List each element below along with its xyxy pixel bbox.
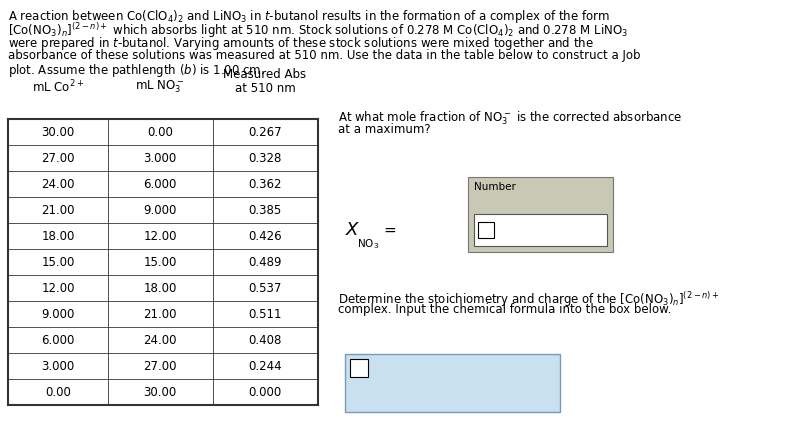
- Text: plot. Assume the pathlength ($b$) is 1.00 cm.: plot. Assume the pathlength ($b$) is 1.0…: [8, 62, 265, 79]
- Text: at 510 nm: at 510 nm: [235, 82, 296, 95]
- Text: 18.00: 18.00: [143, 282, 177, 295]
- Text: 12.00: 12.00: [41, 282, 74, 295]
- Text: $\mathit{X}$: $\mathit{X}$: [345, 221, 360, 239]
- Text: 18.00: 18.00: [42, 230, 74, 243]
- Text: 0.267: 0.267: [248, 126, 282, 139]
- Text: 6.000: 6.000: [143, 178, 177, 191]
- Text: 0.537: 0.537: [248, 282, 282, 295]
- Text: 12.00: 12.00: [143, 230, 177, 243]
- Text: At what mole fraction of NO$_3^-$ is the corrected absorbance: At what mole fraction of NO$_3^-$ is the…: [338, 110, 682, 127]
- Text: 27.00: 27.00: [143, 359, 177, 373]
- Text: =: =: [383, 222, 396, 237]
- FancyBboxPatch shape: [474, 215, 607, 246]
- Text: Number: Number: [474, 181, 516, 191]
- Text: 0.362: 0.362: [248, 178, 282, 191]
- Text: 21.00: 21.00: [41, 204, 74, 217]
- Text: 0.408: 0.408: [248, 334, 282, 347]
- Text: 6.000: 6.000: [42, 334, 74, 347]
- FancyBboxPatch shape: [468, 178, 613, 252]
- Text: 9.000: 9.000: [143, 204, 177, 217]
- Text: NO$_3$: NO$_3$: [357, 237, 379, 250]
- Text: 0.426: 0.426: [248, 230, 282, 243]
- Text: 3.000: 3.000: [143, 152, 177, 165]
- Text: 0.328: 0.328: [248, 152, 282, 165]
- Text: 30.00: 30.00: [42, 126, 74, 139]
- Text: 15.00: 15.00: [143, 256, 177, 269]
- Text: 0.385: 0.385: [248, 204, 282, 217]
- Text: 24.00: 24.00: [143, 334, 177, 347]
- Text: 15.00: 15.00: [42, 256, 74, 269]
- Text: 0.489: 0.489: [248, 256, 282, 269]
- Text: [Co(NO$_3$)$_n$]$^{(2-n)+}$ which absorbs light at 510 nm. Stock solutions of 0.: [Co(NO$_3$)$_n$]$^{(2-n)+}$ which absorb…: [8, 22, 628, 40]
- Text: 24.00: 24.00: [41, 178, 74, 191]
- Text: 0.244: 0.244: [248, 359, 282, 373]
- Text: Determine the stoichiometry and charge of the [Co(NO$_3$)$_n$]$^{(2-n)+}$: Determine the stoichiometry and charge o…: [338, 289, 719, 308]
- Text: were prepared in $t$-butanol. Varying amounts of these stock solutions were mixe: were prepared in $t$-butanol. Varying am…: [8, 35, 594, 52]
- Text: 0.000: 0.000: [248, 386, 282, 399]
- Text: 9.000: 9.000: [42, 308, 74, 321]
- Text: 21.00: 21.00: [143, 308, 177, 321]
- Text: mL NO$_3^-$: mL NO$_3^-$: [135, 78, 185, 95]
- Text: Measured Abs: Measured Abs: [223, 68, 307, 81]
- Text: 27.00: 27.00: [41, 152, 74, 165]
- FancyBboxPatch shape: [478, 222, 494, 239]
- Text: A reaction between Co(ClO$_4$)$_2$ and LiNO$_3$ in $t$-butanol results in the fo: A reaction between Co(ClO$_4$)$_2$ and L…: [8, 8, 610, 25]
- FancyBboxPatch shape: [345, 354, 560, 412]
- Text: absorbance of these solutions was measured at 510 nm. Use the data in the table : absorbance of these solutions was measur…: [8, 49, 641, 61]
- Text: 3.000: 3.000: [42, 359, 74, 373]
- FancyBboxPatch shape: [350, 359, 368, 377]
- Text: 0.00: 0.00: [147, 126, 173, 139]
- Text: mL Co$^{2+}$: mL Co$^{2+}$: [32, 78, 84, 95]
- Text: complex. Input the chemical formula into the box below.: complex. Input the chemical formula into…: [338, 303, 671, 316]
- Text: 0.511: 0.511: [248, 308, 282, 321]
- Text: at a maximum?: at a maximum?: [338, 123, 431, 136]
- Text: 0.00: 0.00: [45, 386, 71, 399]
- Text: 30.00: 30.00: [143, 386, 177, 399]
